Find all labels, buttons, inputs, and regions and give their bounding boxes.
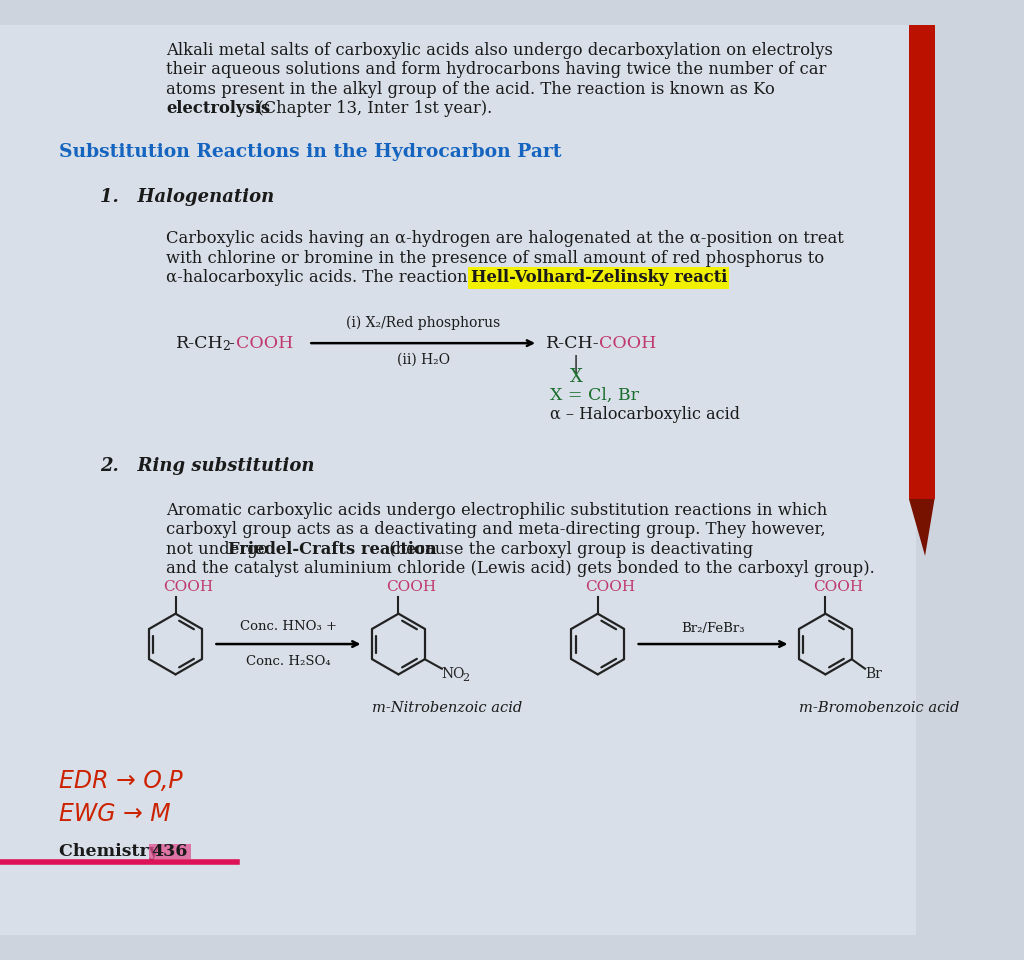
Text: 2: 2 xyxy=(463,673,470,683)
Text: 2.   Ring substitution: 2. Ring substitution xyxy=(99,457,314,475)
Text: Aromatic carboxylic acids undergo electrophilic substitution reactions in which: Aromatic carboxylic acids undergo electr… xyxy=(166,502,827,518)
Text: m-Bromobenzoic acid: m-Bromobenzoic acid xyxy=(799,701,959,715)
Text: 436: 436 xyxy=(151,843,187,860)
Text: Alkali metal salts of carboxylic acids also undergo decarboxylation on electroly: Alkali metal salts of carboxylic acids a… xyxy=(166,41,833,59)
Text: COOH: COOH xyxy=(813,580,863,593)
Text: COOH: COOH xyxy=(586,580,636,593)
Text: Chemistry: Chemistry xyxy=(58,843,171,860)
FancyBboxPatch shape xyxy=(148,844,190,859)
Text: |: | xyxy=(572,354,579,373)
Text: R-CH-: R-CH- xyxy=(546,335,599,351)
Text: 1.   Halogenation: 1. Halogenation xyxy=(99,187,273,205)
Text: NO: NO xyxy=(441,667,465,681)
Polygon shape xyxy=(909,499,935,556)
Text: Br: Br xyxy=(865,667,882,681)
Text: Hell-Volhard-Zelinsky reacti: Hell-Volhard-Zelinsky reacti xyxy=(471,269,727,286)
Text: not undergo: not undergo xyxy=(166,540,273,558)
Text: COOH: COOH xyxy=(386,580,436,593)
Text: X: X xyxy=(569,368,583,386)
Text: carboxyl group acts as a deactivating and meta-directing group. They however,: carboxyl group acts as a deactivating an… xyxy=(166,521,825,539)
Text: (Chapter 13, Inter 1st year).: (Chapter 13, Inter 1st year). xyxy=(252,100,493,117)
Text: electrolysis: electrolysis xyxy=(166,100,270,117)
Polygon shape xyxy=(909,25,935,499)
Text: (i) X₂/Red phosphorus: (i) X₂/Red phosphorus xyxy=(346,316,501,330)
Text: α – Halocarboxylic acid: α – Halocarboxylic acid xyxy=(550,406,740,422)
Text: EDR → O,P: EDR → O,P xyxy=(58,769,182,793)
Text: 2: 2 xyxy=(222,341,229,353)
Text: Conc. HNO₃ +: Conc. HNO₃ + xyxy=(240,619,337,633)
Text: with chlorine or bromine in the presence of small amount of red phosphorus to: with chlorine or bromine in the presence… xyxy=(166,250,824,267)
Text: R-CH: R-CH xyxy=(175,335,223,351)
Text: COOH: COOH xyxy=(599,335,656,351)
FancyBboxPatch shape xyxy=(0,25,915,935)
Text: Friedel-Crafts reaction: Friedel-Crafts reaction xyxy=(227,540,436,558)
Text: COOH: COOH xyxy=(163,580,213,593)
Text: COOH: COOH xyxy=(237,335,294,351)
Text: m-Nitrobenzoic acid: m-Nitrobenzoic acid xyxy=(372,701,522,715)
Text: Substitution Reactions in the Hydrocarbon Part: Substitution Reactions in the Hydrocarbo… xyxy=(58,143,561,161)
Text: -: - xyxy=(228,335,234,351)
Text: (ii) H₂O: (ii) H₂O xyxy=(396,352,450,367)
Text: EWG → M: EWG → M xyxy=(58,803,170,827)
Text: Conc. H₂SO₄: Conc. H₂SO₄ xyxy=(246,656,331,668)
Text: (because the carboxyl group is deactivating: (because the carboxyl group is deactivat… xyxy=(384,540,754,558)
Text: X = Cl, Br: X = Cl, Br xyxy=(550,387,639,404)
Text: α-halocarboxylic acids. The reaction is known as: α-halocarboxylic acids. The reaction is … xyxy=(166,269,575,286)
Text: Carboxylic acids having an α-hydrogen are halogenated at the α-position on treat: Carboxylic acids having an α-hydrogen ar… xyxy=(166,230,844,248)
Text: atoms present in the alkyl group of the acid. The reaction is known as Ko: atoms present in the alkyl group of the … xyxy=(166,81,775,98)
Text: Br₂/FeBr₃: Br₂/FeBr₃ xyxy=(681,621,744,635)
Text: and the catalyst aluminium chloride (Lewis acid) gets bonded to the carboxyl gro: and the catalyst aluminium chloride (Lew… xyxy=(166,560,874,577)
Text: their aqueous solutions and form hydrocarbons having twice the number of car: their aqueous solutions and form hydroca… xyxy=(166,61,826,78)
